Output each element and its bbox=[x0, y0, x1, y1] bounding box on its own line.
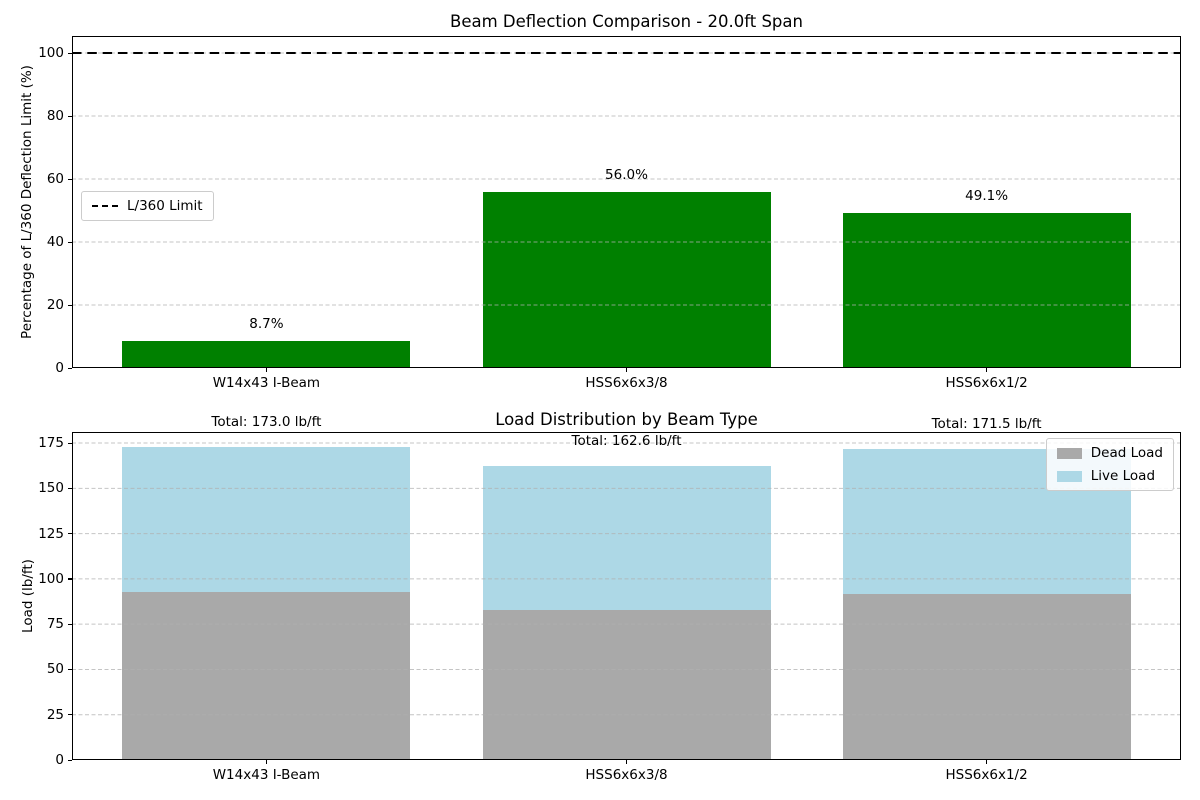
y-tick-label: 20 bbox=[46, 297, 64, 313]
gridlines-and-spines bbox=[72, 432, 1181, 760]
load-y-axis-label: Load (lb/ft) bbox=[20, 559, 36, 633]
deflection-plot-area: 0 20 40 60 80 100 W14x43 I-Beam HSS6x6x3/8 HSS6x… bbox=[38, 36, 1181, 391]
y-tick-label: 100 bbox=[38, 570, 64, 587]
y-tick-label: 100 bbox=[38, 45, 64, 61]
x-tick-mark bbox=[265, 760, 268, 764]
x-tick-label: HSS6x6x3/8 bbox=[585, 767, 668, 783]
y-tick-label: 25 bbox=[46, 706, 64, 723]
y-tick-label: 60 bbox=[46, 171, 64, 187]
y-tick-label: 40 bbox=[46, 234, 64, 250]
x-tick-label: HSS6x6x1/2 bbox=[945, 375, 1028, 391]
y-tick-mark bbox=[68, 487, 72, 489]
y-tick-mark bbox=[68, 442, 72, 444]
y-tick-mark bbox=[68, 533, 72, 535]
legend-label: Live Load bbox=[1090, 468, 1156, 484]
deflection-bar bbox=[482, 191, 771, 368]
total-label: Total: 173.0 lb/ft bbox=[211, 413, 322, 430]
dead-load-bar-segment bbox=[842, 594, 1131, 760]
legend-patch-swatch bbox=[1056, 447, 1082, 459]
x-tick-mark bbox=[986, 760, 988, 764]
legend-entry: L/360 Limit bbox=[92, 198, 203, 214]
bar-value-label: 49.1% bbox=[965, 188, 1009, 205]
live-load-bar-segment bbox=[122, 446, 411, 592]
legend-label: Dead Load bbox=[1090, 445, 1163, 461]
axes-spines bbox=[72, 36, 1181, 368]
legend-dashed-line-swatch bbox=[92, 205, 118, 207]
dead-load-bar-segment bbox=[482, 610, 771, 760]
deflection-chart-title: Beam Deflection Comparison - 20.0ft Span bbox=[450, 12, 803, 31]
load-chart-title: Load Distribution by Beam Type bbox=[495, 410, 758, 429]
x-tick-label: HSS6x6x1/2 bbox=[945, 767, 1028, 783]
gridlines-and-spines bbox=[72, 36, 1181, 368]
y-tick-label: 0 bbox=[55, 360, 64, 376]
deflection-y-axis-label: Percentage of L/360 Deflection Limit (%) bbox=[19, 65, 35, 339]
dead-load-bar-segment bbox=[122, 591, 411, 760]
total-label: Total: 171.5 lb/ft bbox=[931, 416, 1042, 433]
y-tick-mark bbox=[68, 52, 72, 54]
live-load-bar-segment bbox=[482, 465, 771, 611]
x-tick-mark bbox=[626, 368, 628, 372]
y-tick-mark bbox=[68, 178, 72, 180]
x-tick-mark bbox=[986, 368, 988, 372]
x-tick-mark bbox=[626, 760, 628, 764]
bar-value-label: 56.0% bbox=[605, 166, 648, 183]
y-tick-mark bbox=[68, 578, 72, 580]
y-tick-label: 75 bbox=[46, 616, 64, 633]
legend: L/360 Limit bbox=[81, 191, 214, 221]
legend-entry: Live Load bbox=[1056, 468, 1163, 484]
y-tick-label: 175 bbox=[38, 435, 64, 452]
x-tick-label: W14x43 I-Beam bbox=[212, 767, 321, 783]
y-tick-mark bbox=[68, 759, 72, 761]
y-tick-mark bbox=[68, 714, 72, 716]
y-tick-mark bbox=[68, 367, 72, 369]
x-tick-label: W14x43 I-Beam bbox=[212, 375, 321, 391]
y-tick-label: 50 bbox=[46, 661, 64, 678]
bar-value-label: 8.7% bbox=[249, 315, 284, 332]
y-tick-label: 80 bbox=[46, 108, 64, 124]
y-tick-mark bbox=[68, 241, 72, 243]
legend-label: L/360 Limit bbox=[127, 198, 203, 214]
legend-entry: Dead Load bbox=[1056, 445, 1163, 461]
deflection-bar bbox=[122, 340, 411, 368]
y-tick-label: 0 bbox=[55, 752, 64, 768]
axes-spines bbox=[72, 432, 1181, 760]
y-tick-label: 125 bbox=[38, 525, 64, 542]
y-tick-label: 150 bbox=[38, 480, 64, 497]
legend: Dead Load Live Load bbox=[1045, 438, 1174, 491]
deflection-bar bbox=[842, 213, 1131, 368]
x-tick-label: HSS6x6x3/8 bbox=[585, 375, 668, 391]
y-tick-mark bbox=[68, 115, 72, 117]
x-tick-mark bbox=[265, 368, 268, 372]
load-plot-area: 0 25 50 75 100 125 150 175 W14x43 I-Beam HSS6x6x3… bbox=[38, 414, 1181, 783]
y-tick-mark bbox=[68, 668, 72, 671]
y-tick-mark bbox=[68, 304, 72, 306]
y-tick-mark bbox=[68, 623, 72, 625]
total-label: Total: 162.6 lb/ft bbox=[571, 432, 682, 449]
legend-patch-swatch bbox=[1056, 470, 1082, 482]
